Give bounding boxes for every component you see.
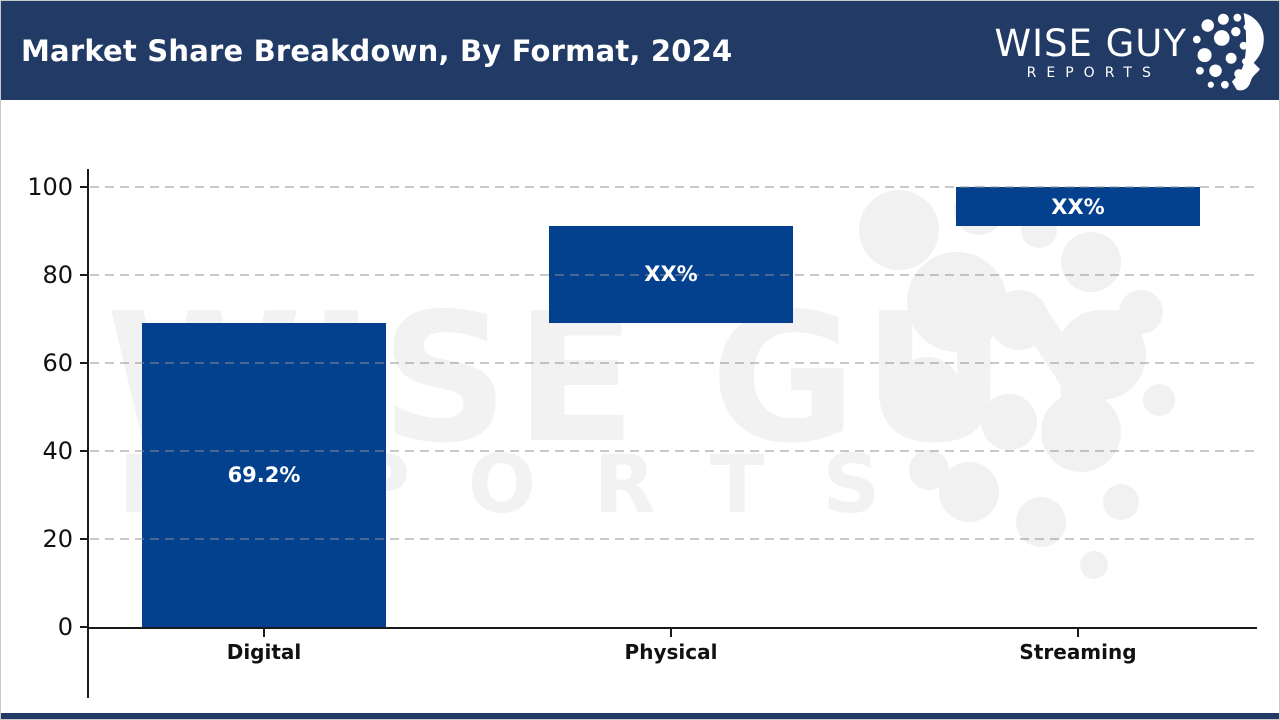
x-axis-label-physical: Physical	[624, 640, 718, 664]
x-axis-label-digital: Digital	[226, 640, 302, 664]
gridline-80	[90, 274, 1256, 276]
x-axis-line	[87, 627, 1257, 629]
logo-subtitle: REPORTS	[1026, 64, 1161, 81]
wiseguy-face-icon	[1192, 13, 1264, 91]
footer-accent-bar	[1, 713, 1279, 719]
x-tick-streaming	[1077, 629, 1079, 637]
y-tick-40	[80, 450, 88, 452]
bar-value-label-streaming: XX%	[1051, 194, 1105, 219]
y-tick-label: 80	[42, 261, 73, 289]
logo-wordmark: WISE GUY	[994, 21, 1187, 65]
bar-value-label-digital: 69.2%	[227, 462, 301, 487]
y-tick-0	[80, 626, 88, 628]
y-tick-label: 40	[42, 437, 73, 465]
header: Market Share Breakdown, By Format, 2024 …	[1, 1, 1279, 100]
y-tick-60	[80, 362, 88, 364]
bar-streaming	[956, 187, 1200, 227]
gridline-100	[90, 186, 1256, 188]
x-tick-physical	[670, 629, 672, 637]
wiseguy-logo: WISE GUY REPORTS	[995, 9, 1267, 95]
y-axis-line	[87, 169, 89, 698]
x-tick-digital	[263, 629, 265, 637]
y-tick-100	[80, 186, 88, 188]
bar-value-label-physical: XX%	[644, 262, 698, 287]
y-tick-label: 0	[57, 613, 73, 641]
y-tick-80	[80, 274, 88, 276]
gridline-60	[90, 362, 1256, 364]
chart-title: Market Share Breakdown, By Format, 2024	[21, 33, 733, 68]
gridline-40	[90, 450, 1256, 452]
y-tick-label: 100	[27, 173, 73, 201]
y-tick-label: 20	[42, 525, 73, 553]
x-axis-label-streaming: Streaming	[1019, 640, 1137, 664]
plot-area: WISE GUY REPORTS 0 20 40 60 80 100 69.2% Digita…	[1, 100, 1279, 715]
bar-digital	[142, 322, 386, 627]
y-tick-20	[80, 538, 88, 540]
gridline-20	[90, 538, 1256, 540]
wiseguy-logo-text: WISE GUY REPORTS	[995, 25, 1187, 80]
watermark-face-icon	[859, 185, 1175, 579]
y-tick-label: 60	[42, 349, 73, 377]
